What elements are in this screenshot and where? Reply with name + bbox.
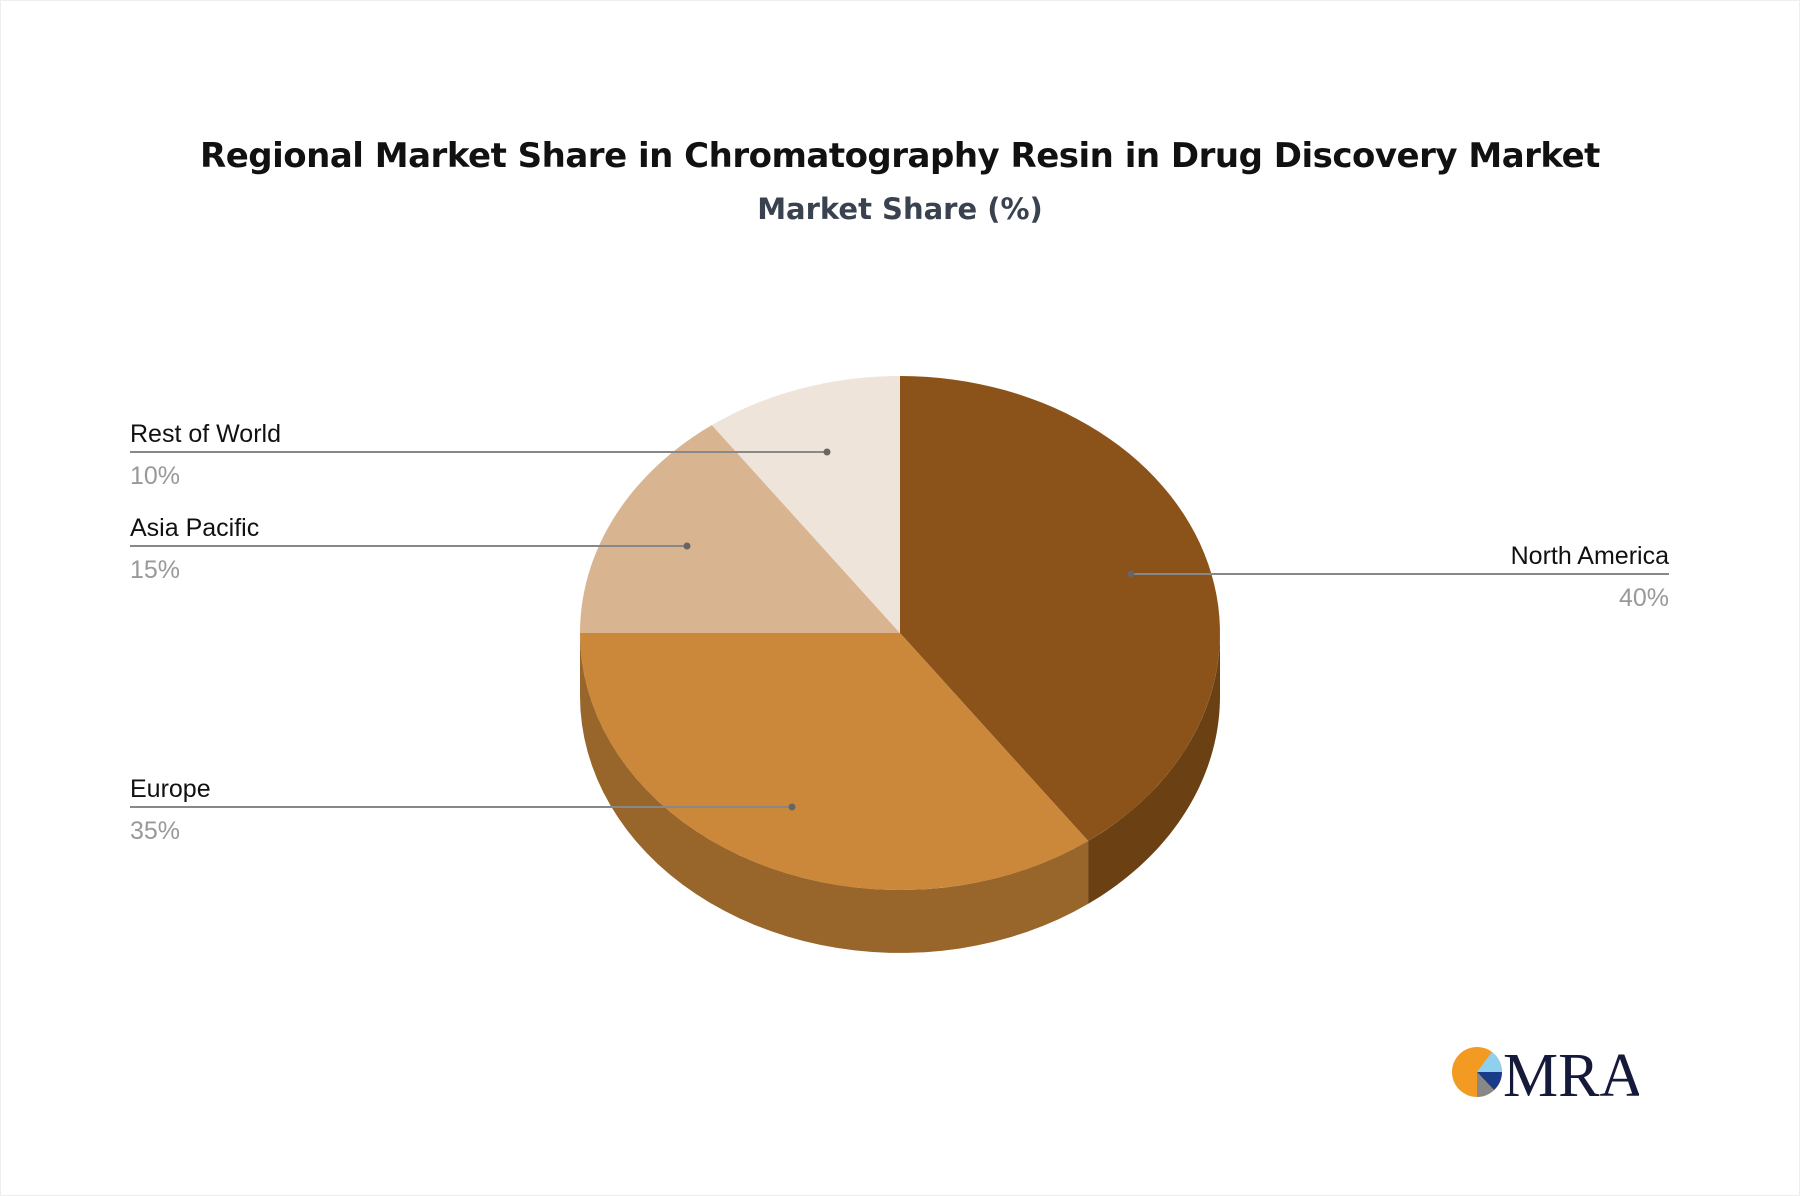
logo-text: MRA	[1503, 1042, 1639, 1102]
chart-subtitle: Market Share (%)	[757, 192, 1043, 226]
pie-slice-asia-pacific[interactable]	[580, 425, 900, 633]
pie-side-europe	[580, 633, 1089, 953]
value-label-europe: 35%	[130, 817, 180, 845]
pie-slice-rest-of-world[interactable]	[711, 376, 900, 633]
value-label-rest-of-world: 10%	[130, 462, 180, 490]
chart-title: Regional Market Share in Chromatography …	[200, 136, 1600, 176]
mra-logo: MRA	[1452, 1042, 1639, 1102]
value-label-north-america: 40%	[1619, 584, 1669, 612]
label-north-america: North America	[1511, 542, 1669, 570]
pie-side-north-america	[1088, 633, 1220, 904]
label-europe: Europe	[130, 775, 211, 803]
leader-dot-asia-pacific	[683, 542, 691, 550]
leader-dot-rest-of-world	[823, 448, 831, 456]
leader-dot-europe	[788, 803, 796, 811]
pie-slice-north-america[interactable]	[900, 376, 1220, 841]
label-asia-pacific: Asia Pacific	[130, 514, 259, 542]
label-rest-of-world: Rest of World	[130, 420, 281, 448]
pie-slice-europe[interactable]	[580, 633, 1089, 890]
leader-dot-north-america	[1127, 570, 1135, 578]
value-label-asia-pacific: 15%	[130, 556, 180, 584]
